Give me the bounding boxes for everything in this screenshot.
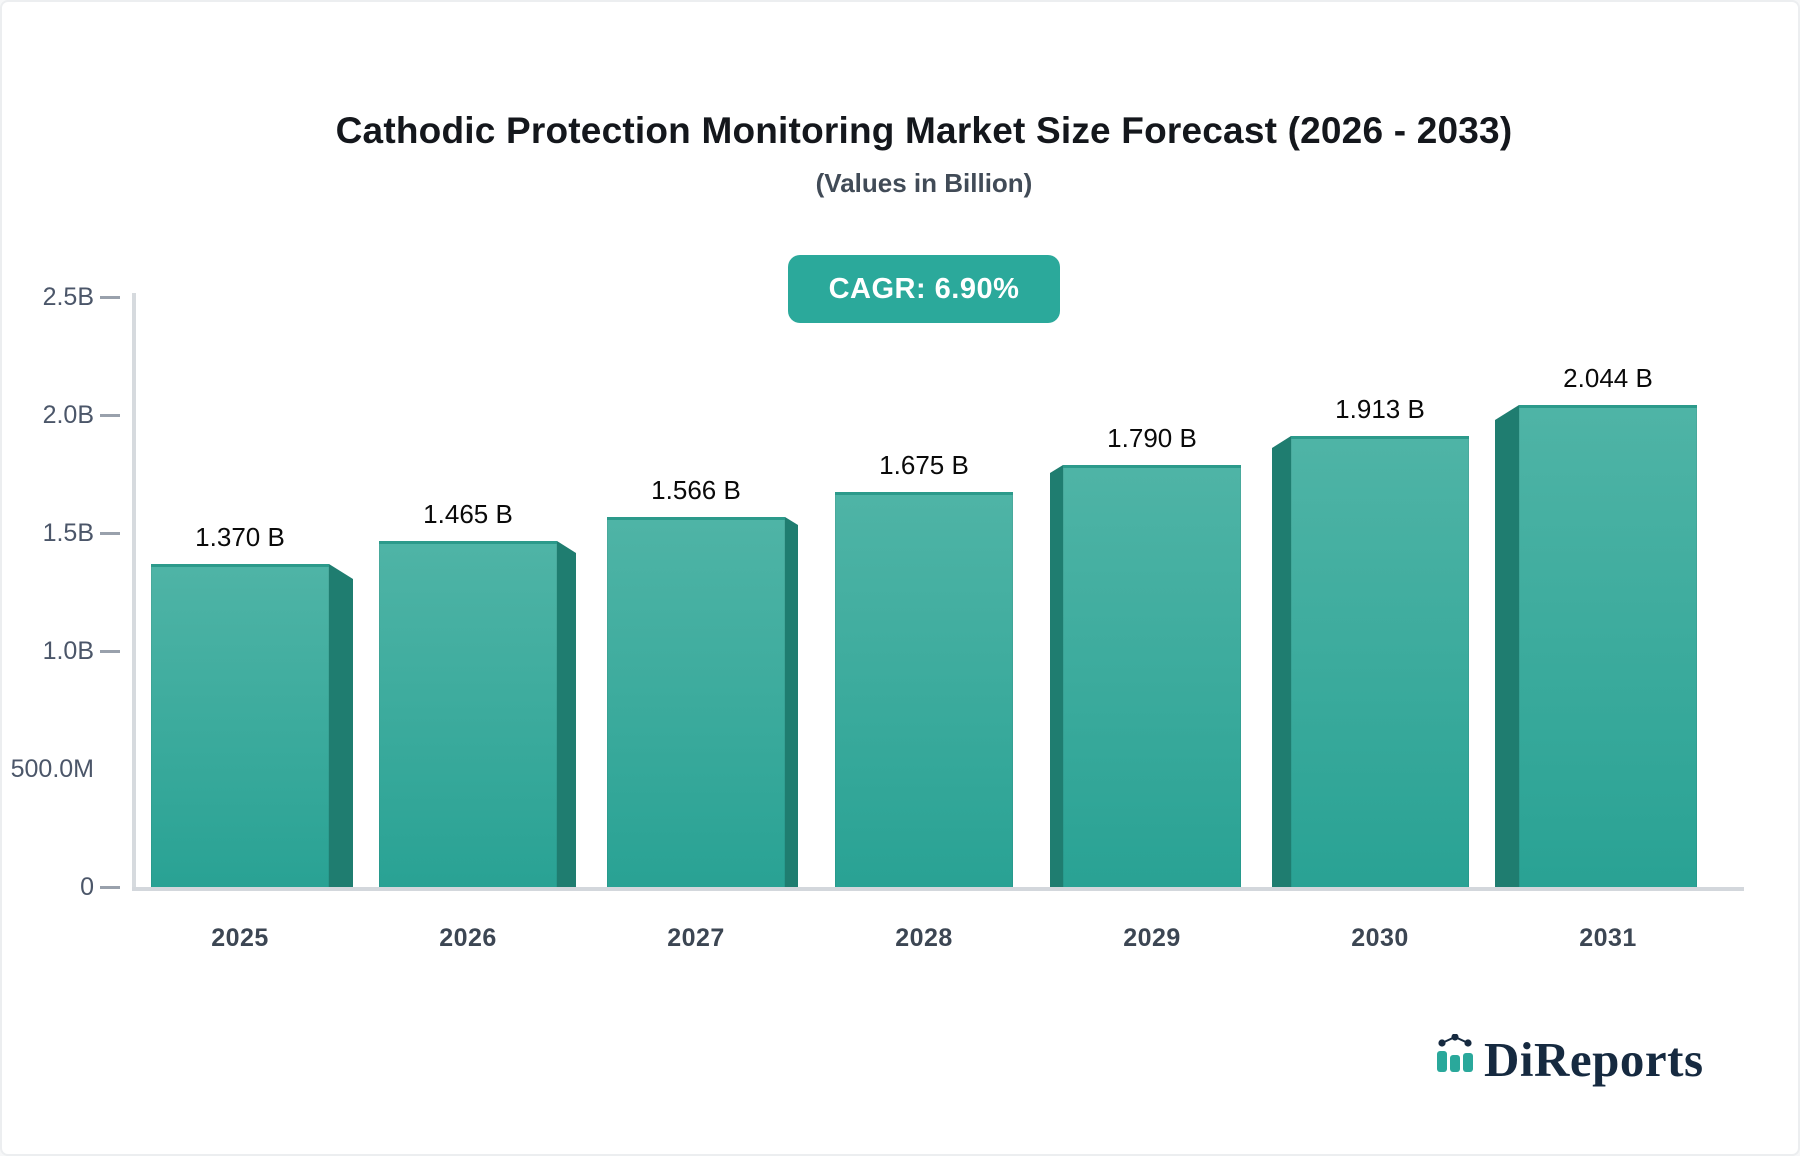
bar-side-3d-2027 [785, 517, 798, 887]
y-tick-label-1.0B: 1.0B [42, 637, 94, 665]
x-tick-label-2027: 2027 [667, 924, 725, 952]
cagr-badge: CAGR: 6.90% [788, 255, 1060, 323]
bar-2025[interactable] [151, 564, 329, 887]
bar-value-label-2025: 1.370 B [195, 522, 285, 552]
bar-line-chart-icon [1437, 1034, 1473, 1072]
bar-2028[interactable] [835, 492, 1013, 887]
bar-2030[interactable] [1291, 436, 1469, 887]
bar-value-label-2028: 1.675 B [879, 450, 969, 480]
bar-value-label-2031: 2.044 B [1563, 363, 1653, 393]
bar-value-label-2030: 1.913 B [1335, 394, 1425, 424]
bar-2029[interactable] [1063, 465, 1241, 887]
bar-value-label-2027: 1.566 B [651, 475, 741, 505]
x-tick-label-2028: 2028 [895, 924, 953, 952]
y-tick-label-2.0B: 2.0B [42, 401, 94, 429]
x-tick-label-2029: 2029 [1123, 924, 1181, 952]
y-tick-mark [100, 886, 120, 889]
y-axis-line [132, 293, 136, 889]
bar-2027[interactable] [607, 517, 785, 887]
x-tick-label-2031: 2031 [1579, 924, 1637, 952]
bar-side-3d-2026 [557, 541, 576, 887]
bar-2026[interactable] [379, 541, 557, 887]
y-tick-label-500.0M: 500.0M [10, 755, 94, 783]
cagr-badge-label: CAGR: 6.90% [828, 272, 1020, 305]
bar-side-3d-2030 [1272, 436, 1291, 887]
bar-2031[interactable] [1519, 405, 1697, 887]
bar-value-label-2026: 1.465 B [423, 499, 513, 529]
y-tick-label-2.5B: 2.5B [42, 283, 94, 311]
y-tick-label-0: 0 [80, 873, 94, 901]
bar-side-3d-2029 [1050, 465, 1063, 887]
y-tick-mark [100, 532, 120, 535]
brand-logo-text: DiReports [1484, 1032, 1704, 1087]
bar-side-3d-2031 [1495, 405, 1519, 887]
x-tick-label-2025: 2025 [211, 924, 269, 952]
x-tick-label-2030: 2030 [1351, 924, 1409, 952]
bar-side-3d-2025 [329, 564, 353, 887]
bar-value-label-2029: 1.790 B [1107, 423, 1197, 453]
chart-subtitle: (Values in Billion) [815, 168, 1033, 198]
x-axis-line [132, 887, 1744, 891]
y-tick-label-1.5B: 1.5B [42, 519, 94, 547]
y-tick-mark [100, 296, 120, 299]
chart-title: Cathodic Protection Monitoring Market Si… [335, 110, 1513, 151]
brand-logo: DiReports [1434, 1034, 1704, 1086]
x-tick-label-2026: 2026 [439, 924, 497, 952]
y-tick-mark [100, 650, 120, 653]
y-tick-mark [100, 414, 120, 417]
